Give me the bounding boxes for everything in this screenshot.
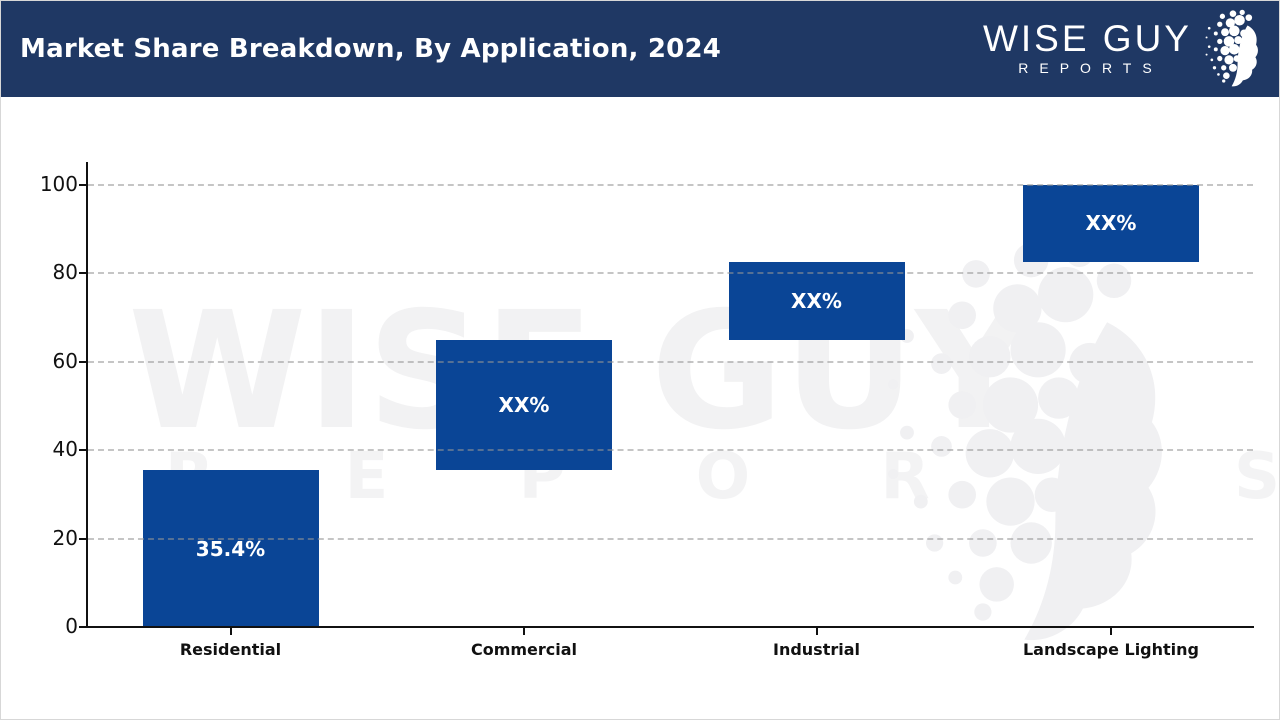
- logo-wiseguy-label: WISE GUY: [982, 17, 1192, 59]
- gridline-40: [88, 449, 1253, 451]
- x-axis-line: [86, 626, 1254, 628]
- y-tick-label-40: 40: [52, 437, 78, 461]
- y-tick-label-20: 20: [52, 525, 78, 550]
- x-tick-1: [523, 628, 525, 635]
- bar-value-label: XX%: [791, 289, 842, 314]
- wiseguy-logo: WISE GUY REPORTS: [983, 8, 1262, 88]
- category-label-0: Residential: [179, 640, 282, 659]
- gridline-60: [88, 360, 1253, 363]
- bar-landscape-lighting: XX%: [1023, 184, 1199, 263]
- y-tick-20: [79, 537, 87, 540]
- bar-industrial: XX%: [728, 262, 905, 341]
- header-banner: Market Share Breakdown, By Application, …: [0, 0, 1280, 97]
- y-tick-80: [79, 272, 87, 274]
- category-label-3: Landscape Lighting: [1022, 640, 1199, 659]
- bar-value-label: 35.4%: [195, 536, 266, 561]
- logo-reports-label: REPORTS: [1018, 60, 1163, 77]
- y-tick-label-80: 80: [52, 260, 78, 284]
- category-label-2: Industrial: [772, 640, 860, 659]
- gridline-80: [88, 272, 1253, 274]
- y-tick-label-60: 60: [52, 348, 78, 373]
- x-tick-3: [1110, 628, 1112, 635]
- y-tick-label-100: 100: [39, 171, 78, 196]
- x-tick-0: [229, 628, 232, 635]
- wiseguy-logo-text: WISE GUY REPORTS: [982, 17, 1192, 77]
- watermark-face-graphic: [888, 239, 1162, 641]
- bar-residential: 35.4%: [142, 470, 319, 627]
- wiseguy-face-icon: [1205, 9, 1258, 87]
- page-title: Market Share Breakdown, By Application, …: [20, 33, 722, 64]
- bar-value-label: XX%: [498, 393, 550, 418]
- category-label-1: Commercial: [470, 640, 578, 659]
- y-tick-40: [79, 449, 87, 451]
- y-axis-line: [86, 162, 88, 628]
- x-tick-2: [815, 628, 818, 635]
- y-tick-label-0: 0: [65, 614, 78, 638]
- y-tick-0: [79, 626, 87, 628]
- y-tick-100: [79, 183, 87, 186]
- gridline-20: [88, 537, 1253, 540]
- gridline-100: [88, 183, 1253, 186]
- bar-value-label: XX%: [1085, 211, 1137, 236]
- y-tick-60: [79, 360, 87, 363]
